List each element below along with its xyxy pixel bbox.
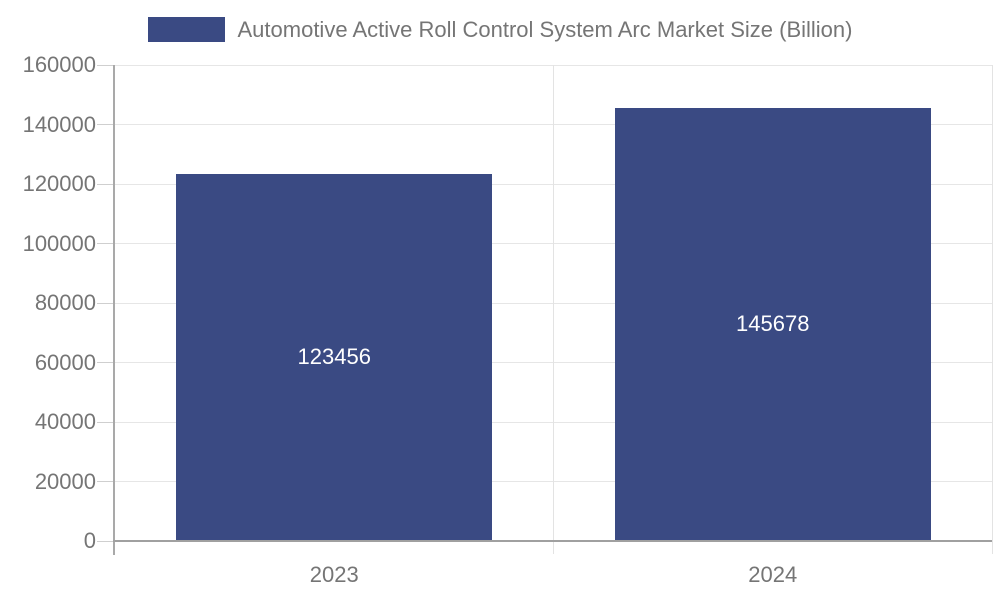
y-axis-tick-label: 40000 — [34, 409, 96, 434]
bar-value-label: 145678 — [736, 311, 810, 337]
x-split-line — [991, 65, 993, 554]
y-axis-tick — [97, 124, 115, 125]
y-axis-tick — [97, 183, 115, 185]
y-axis-tick-label: 80000 — [34, 290, 96, 315]
y-axis-tick-label: 160000 — [22, 52, 96, 77]
x-axis-line — [113, 540, 992, 542]
y-axis-tick — [97, 243, 115, 244]
bar-value-label: 123456 — [297, 344, 371, 370]
bar-2024[interactable]: 145678 — [614, 107, 931, 541]
y-axis-tick — [97, 302, 115, 304]
y-axis-tick — [97, 540, 115, 542]
y-axis-tick — [97, 481, 115, 482]
y-axis-tick — [97, 362, 115, 363]
y-axis-tick-label: 140000 — [22, 111, 96, 137]
legend-label: Automotive Active Roll Control System Ar… — [237, 17, 853, 42]
legend-swatch-icon — [147, 17, 225, 42]
x-axis-label-2024: 2024 — [748, 562, 798, 587]
y-axis-tick-label: 0 — [83, 528, 96, 553]
x-split-line — [553, 65, 554, 554]
y-axis-tick-label: 20000 — [34, 468, 96, 494]
x-axis-label-2023: 2023 — [309, 562, 359, 587]
y-axis-line — [113, 65, 115, 555]
legend-item[interactable]: Automotive Active Roll Control System Ar… — [0, 17, 1000, 42]
bar-2023[interactable]: 123456 — [176, 173, 493, 541]
y-axis-tick-label: 100000 — [22, 230, 96, 256]
y-axis-tick — [97, 64, 115, 66]
y-axis-tick — [97, 421, 115, 423]
y-axis-tick-label: 60000 — [34, 349, 96, 375]
y-axis-tick-label: 120000 — [22, 171, 96, 196]
